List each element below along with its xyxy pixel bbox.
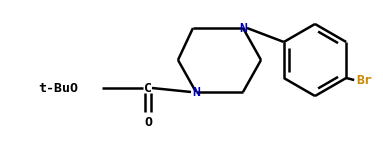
Text: O: O <box>144 115 152 129</box>
Text: N: N <box>192 85 200 99</box>
Text: t-BuO: t-BuO <box>38 82 78 95</box>
Text: C: C <box>144 82 152 95</box>
Text: Br: Br <box>356 75 372 87</box>
Text: N: N <box>239 21 247 34</box>
